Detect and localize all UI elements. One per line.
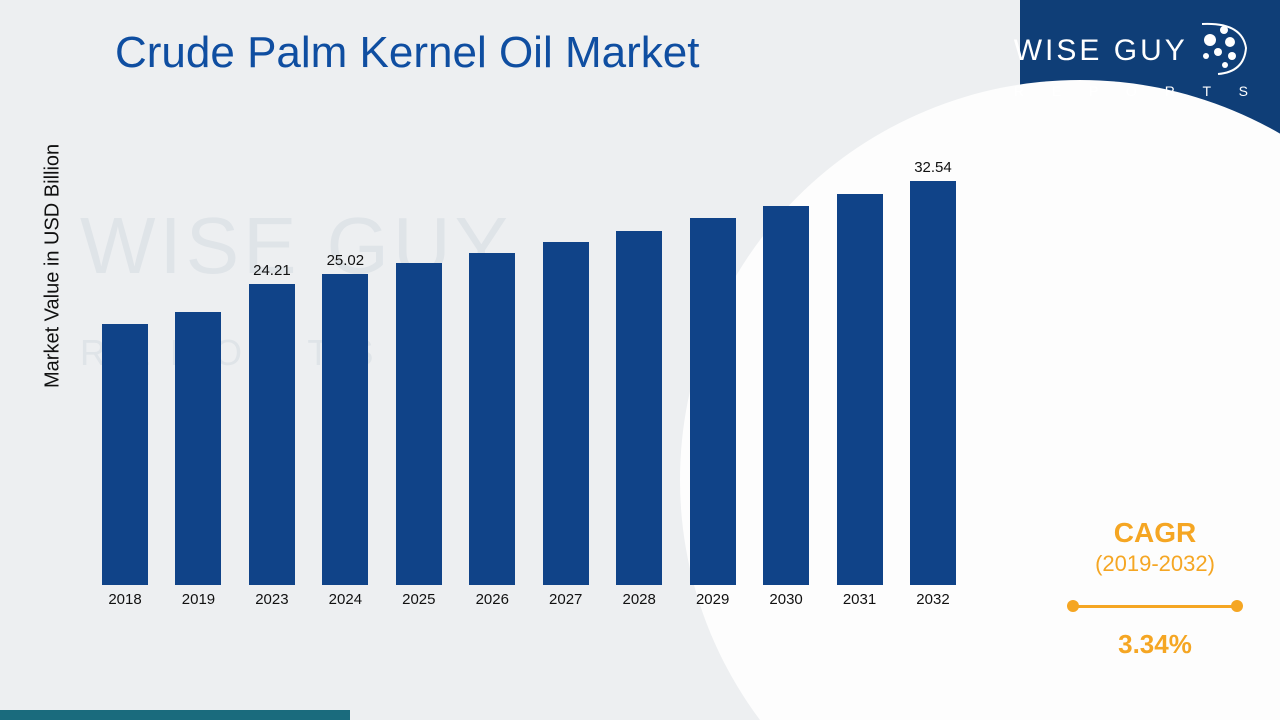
bar-wrap: 32.54 <box>901 159 965 585</box>
plot-area: 24.21 25.02 32.54 <box>93 150 965 585</box>
bar-wrap: 24.21 <box>240 262 304 585</box>
bar-wrap <box>534 220 598 585</box>
brand-logo: WISE GUY R E P O R T S <box>1014 20 1260 99</box>
x-tick-label: 2023 <box>240 585 304 608</box>
cagr-block: CAGR (2019-2032) 3.34% <box>1055 517 1255 660</box>
bar <box>249 284 295 585</box>
x-tick-label: 2018 <box>93 585 157 608</box>
x-tick-label: 2026 <box>460 585 524 608</box>
x-tick-label: 2031 <box>828 585 892 608</box>
bar <box>175 312 221 585</box>
bar <box>543 242 589 585</box>
x-tick-label: 2032 <box>901 585 965 608</box>
bar <box>763 206 809 585</box>
bar-wrap <box>93 302 157 585</box>
bar-chart: Market Value in USD Billion 24.2125.0232… <box>65 150 965 625</box>
x-tick-label: 2024 <box>313 585 377 608</box>
bar <box>837 194 883 586</box>
x-tick-label: 2019 <box>166 585 230 608</box>
x-tick-label: 2027 <box>534 585 598 608</box>
bar-wrap <box>754 184 818 585</box>
bars-container: 24.21 25.02 32.54 <box>93 150 965 585</box>
bar-wrap <box>387 241 451 585</box>
bar-wrap: 25.02 <box>313 252 377 585</box>
bar-value-label: 32.54 <box>914 159 952 177</box>
bar-wrap <box>828 172 892 586</box>
x-labels: 2018 2019 2023 2024 2025 2026 2027 2028 2029 2030… <box>93 585 965 625</box>
bar <box>102 324 148 585</box>
chart-stage: Crude Palm Kernel Oil Market WISE GUY R … <box>0 0 1280 720</box>
bar-value-label: 25.02 <box>327 252 365 270</box>
chart-title: Crude Palm Kernel Oil Market <box>115 28 699 78</box>
x-tick-label: 2025 <box>387 585 451 608</box>
bar <box>910 181 956 585</box>
cagr-line <box>1055 591 1255 621</box>
logo-sub-text: R E P O R T S <box>1014 83 1260 99</box>
logo-head-icon <box>1196 20 1248 81</box>
x-tick-label: 2030 <box>754 585 818 608</box>
cagr-range: (2019-2032) <box>1055 551 1255 577</box>
cagr-dot-right <box>1231 600 1243 612</box>
bar <box>469 253 515 585</box>
logo-main-text: WISE GUY <box>1014 34 1188 68</box>
cagr-dot-left <box>1067 600 1079 612</box>
y-axis-label: Market Value in USD Billion <box>42 143 65 387</box>
cagr-label: CAGR <box>1055 517 1255 549</box>
cagr-value: 3.34% <box>1055 629 1255 660</box>
bar <box>690 218 736 585</box>
bar-value-label: 24.21 <box>253 262 291 280</box>
bar <box>616 231 662 585</box>
bar <box>322 274 368 585</box>
bar-wrap <box>607 209 671 585</box>
bottom-accent-bar <box>0 710 350 720</box>
x-tick-label: 2028 <box>607 585 671 608</box>
bar-wrap <box>681 196 745 585</box>
bar <box>396 263 442 585</box>
x-tick-label: 2029 <box>681 585 745 608</box>
bar-wrap <box>166 290 230 585</box>
bar-wrap <box>460 231 524 585</box>
